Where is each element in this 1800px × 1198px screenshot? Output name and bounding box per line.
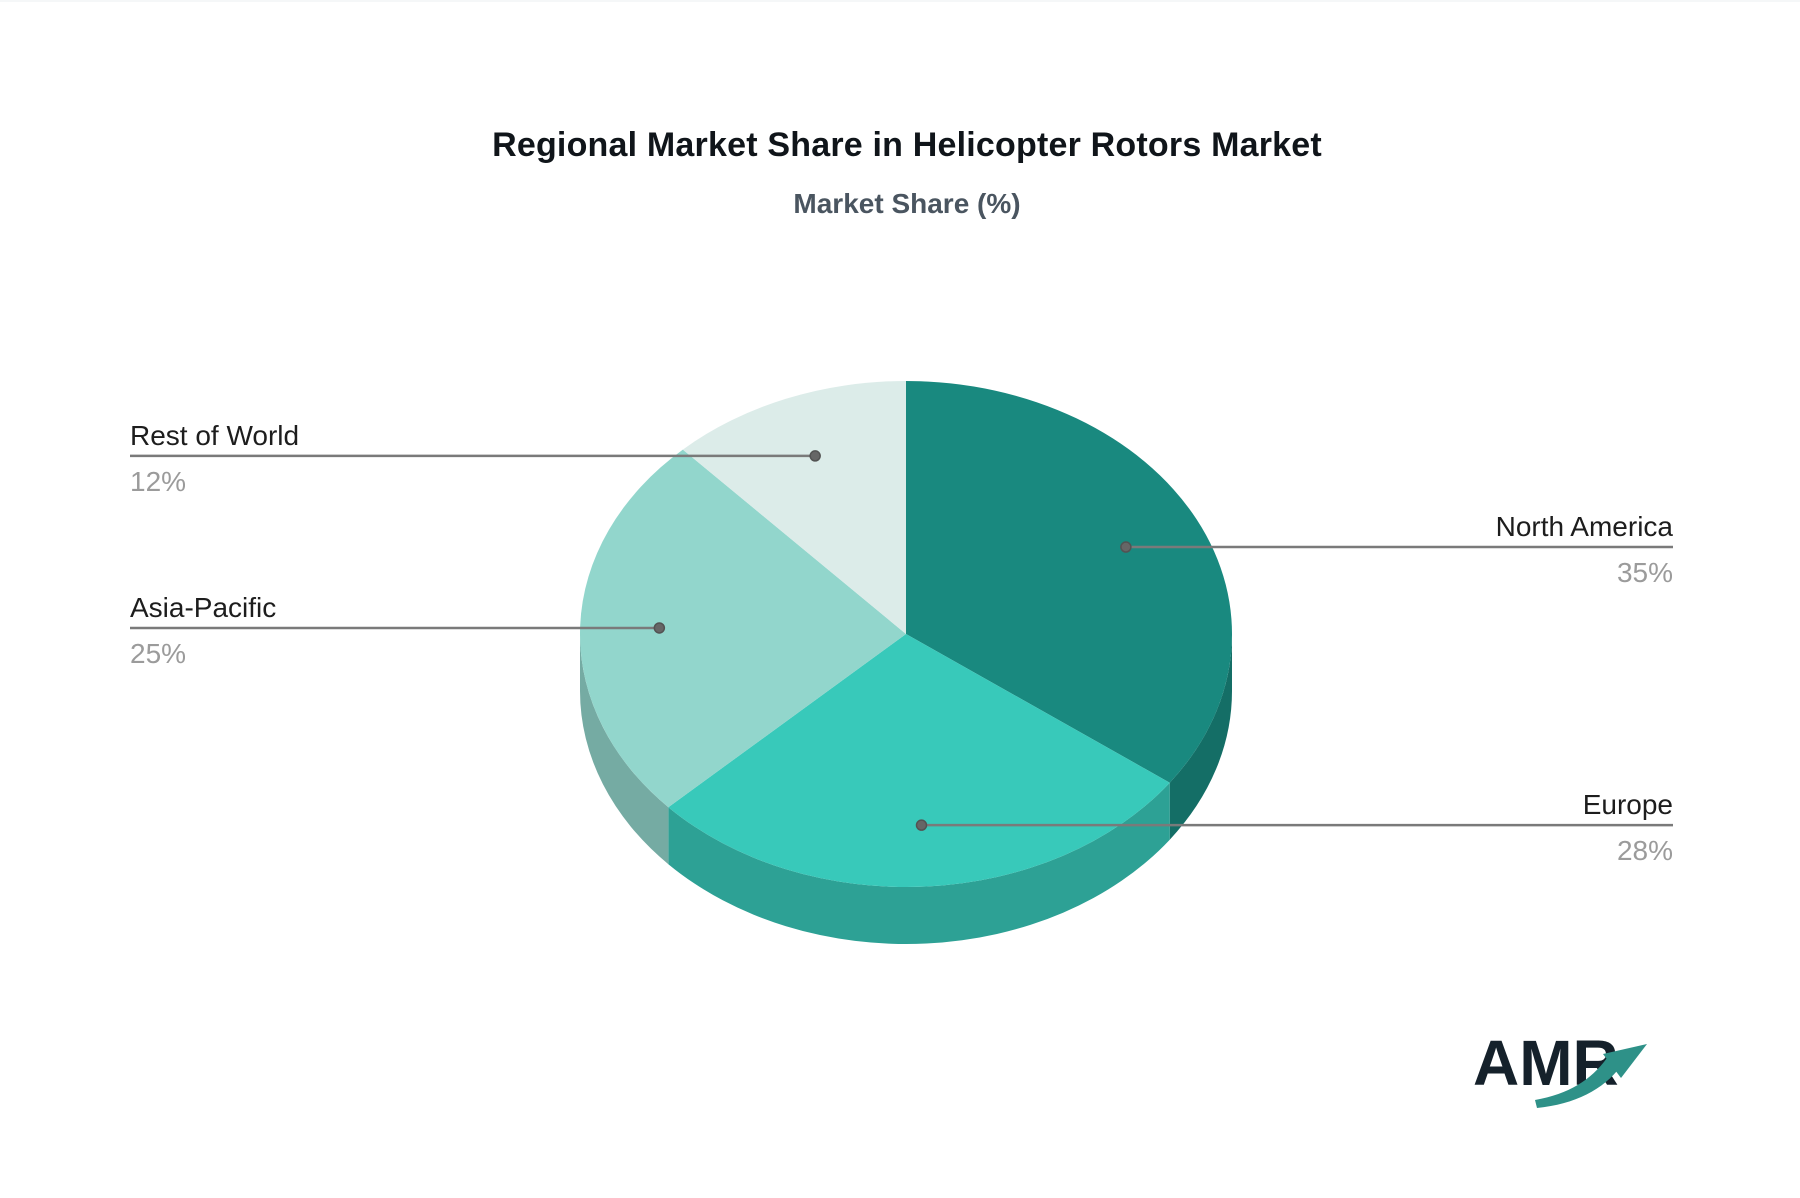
chart-title: Regional Market Share in Helicopter Roto…: [492, 126, 1322, 164]
pie-slice-3: [682, 381, 906, 634]
pie-slice-wall-2: [580, 634, 669, 865]
leader-dot-0: [1120, 541, 1132, 553]
slice-value-rest-of-world: 12%: [130, 465, 187, 497]
slice-value-asia-pacific: 25%: [130, 637, 187, 669]
pie-slice-0: [906, 381, 1232, 783]
slice-value-europe: 28%: [1616, 835, 1673, 867]
pie-slice-2: [579, 449, 906, 808]
slice-label-asia-pacific: Asia-Pacific: [130, 591, 277, 623]
slice-label-north-america: North America: [1495, 511, 1673, 543]
pie-slice-wall-1: [668, 782, 1170, 945]
slice-label-rest-of-world: Rest of World: [130, 419, 300, 451]
slice-label-europe: Europe: [1582, 789, 1673, 821]
leader-dot-3: [809, 450, 821, 462]
pie-slice-1: [668, 634, 1170, 887]
growth-arrow-icon: [1535, 1044, 1647, 1108]
leader-dot-2: [653, 622, 666, 634]
leader-dot-1: [915, 819, 928, 831]
slice-value-north-america: 35%: [1616, 557, 1673, 589]
pie-slice-wall-0: [1169, 634, 1232, 840]
amr-logo: AMR: [1473, 1030, 1673, 1130]
chart-subtitle: Market Share (%): [793, 188, 1021, 219]
